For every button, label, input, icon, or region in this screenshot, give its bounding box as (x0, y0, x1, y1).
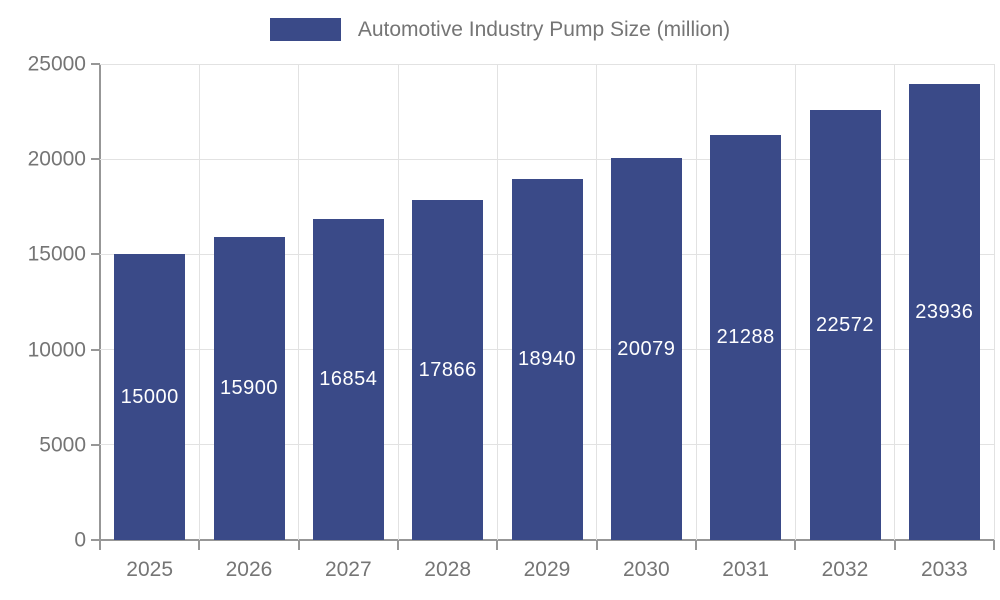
bar-2030[interactable]: 20079 (610, 158, 682, 540)
x-tick-mark (794, 541, 797, 550)
bar-2025[interactable]: 15000 (114, 254, 186, 540)
x-tick-label-2029: 2029 (523, 558, 571, 581)
bar-2033[interactable]: 23936 (908, 84, 980, 540)
y-tick-label: 20000 (27, 147, 86, 171)
x-gridline (695, 64, 697, 540)
x-tick-mark (99, 541, 101, 550)
y-tick-label: 5000 (39, 433, 86, 457)
y-tick-label: 0 (74, 528, 86, 552)
x-tick-mark (695, 541, 697, 550)
x-tick-mark (893, 541, 896, 550)
bar-2026[interactable]: 15900 (213, 237, 285, 540)
x-tick-mark (595, 541, 598, 550)
bar-2028[interactable]: 17866 (412, 200, 484, 540)
bar-value-label: 22572 (815, 313, 875, 336)
x-tick-label-2032: 2032 (821, 558, 869, 581)
y-tick-label: 10000 (27, 338, 86, 362)
bar-value-label: 21288 (716, 326, 775, 348)
bar-value-label: 23936 (915, 300, 974, 323)
bar-value-label: 15000 (120, 385, 179, 408)
bar-2029[interactable]: 18940 (511, 179, 583, 540)
x-tick-mark (993, 541, 995, 550)
x-gridline (794, 64, 796, 540)
x-tick-mark (297, 541, 300, 550)
x-tick-mark (397, 541, 399, 550)
y-axis-line (99, 64, 101, 550)
y-gridline (100, 158, 994, 160)
y-tick-mark (91, 63, 100, 65)
x-tick-label-2028: 2028 (424, 558, 472, 581)
y-tick-mark (91, 539, 100, 541)
x-tick-label-2030: 2030 (622, 558, 670, 581)
x-tick-mark (198, 541, 201, 550)
x-gridline (198, 64, 200, 540)
bar-2027[interactable]: 16854 (312, 219, 384, 540)
bar-value-label: 16854 (319, 368, 378, 390)
bar-2031[interactable]: 21288 (710, 135, 782, 540)
bar-value-label: 17866 (418, 358, 477, 381)
x-tick-label-2033: 2033 (920, 558, 968, 581)
legend-swatch (269, 18, 341, 41)
y-tick-label: 25000 (27, 52, 86, 76)
x-gridline (894, 64, 896, 540)
plot-area: 15000 15900 16854 17866 18940 20079 21288 22572… (100, 63, 995, 540)
x-gridline (298, 64, 300, 540)
x-tick-label-2031: 2031 (722, 558, 770, 581)
legend[interactable]: Automotive Industry Pump Size (million) (0, 18, 1000, 41)
y-tick-mark (91, 348, 100, 351)
x-axis-line (100, 539, 995, 541)
y-tick-label: 15000 (27, 242, 86, 266)
x-gridline (993, 64, 995, 540)
y-tick-mark (91, 253, 100, 256)
x-gridline (596, 64, 598, 540)
y-gridline (100, 63, 994, 65)
x-tick-label-2027: 2027 (324, 558, 372, 581)
x-tick-label-2026: 2026 (225, 558, 273, 581)
bar-value-label: 18940 (517, 348, 577, 370)
legend-label: Automotive Industry Pump Size (million) (357, 18, 731, 41)
bar-value-label: 15900 (219, 377, 279, 399)
bar-2032[interactable]: 22572 (809, 110, 881, 540)
y-tick-mark (91, 443, 100, 446)
x-gridline (496, 64, 498, 540)
y-tick-mark (91, 158, 100, 161)
bar-value-label: 20079 (617, 337, 676, 360)
x-tick-label-2025: 2025 (126, 558, 174, 581)
x-tick-mark (496, 541, 499, 550)
x-gridline (397, 64, 399, 540)
